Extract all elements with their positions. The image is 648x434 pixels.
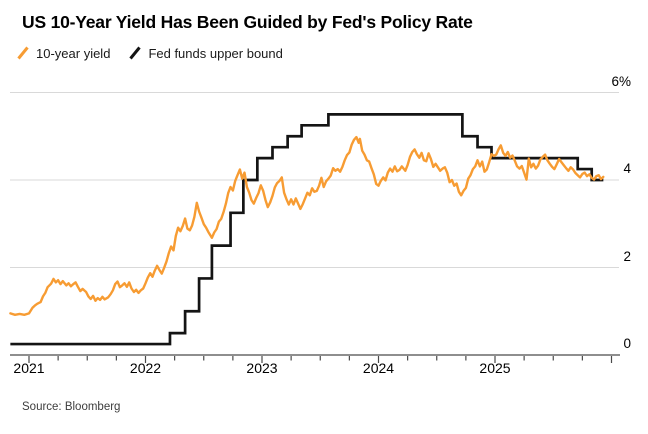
legend-label-fed-funds: Fed funds upper bound: [148, 45, 283, 61]
x-tick-label: 2022: [129, 360, 162, 376]
ten-year-yield-line: [9, 135, 605, 316]
legend-item-10-year-yield: 10-year yield: [16, 45, 110, 61]
chart-title: US 10-Year Yield Has Been Guided by Fed'…: [22, 12, 473, 32]
y-tick-label: 0: [623, 336, 631, 351]
orange-slash-icon: [17, 46, 29, 60]
y-tick-label: 2: [623, 248, 631, 264]
x-tick-label: 2024: [362, 360, 395, 376]
y-tick-label: 4: [623, 161, 631, 176]
legend-item-fed-funds: Fed funds upper bound: [128, 45, 283, 61]
x-tick-label: 2021: [13, 360, 45, 376]
x-tick-label: 2025: [479, 360, 511, 376]
black-slash-icon: [129, 46, 142, 60]
legend: 10-year yield Fed funds upper bound: [16, 45, 283, 61]
fed-funds-step-line: [10, 113, 604, 346]
x-tick-label: 2023: [246, 360, 278, 376]
source-attribution: Source: Bloomberg: [22, 401, 121, 413]
legend-label-10-year-yield: 10-year yield: [36, 45, 111, 61]
y-tick-label: 6%: [611, 73, 631, 89]
